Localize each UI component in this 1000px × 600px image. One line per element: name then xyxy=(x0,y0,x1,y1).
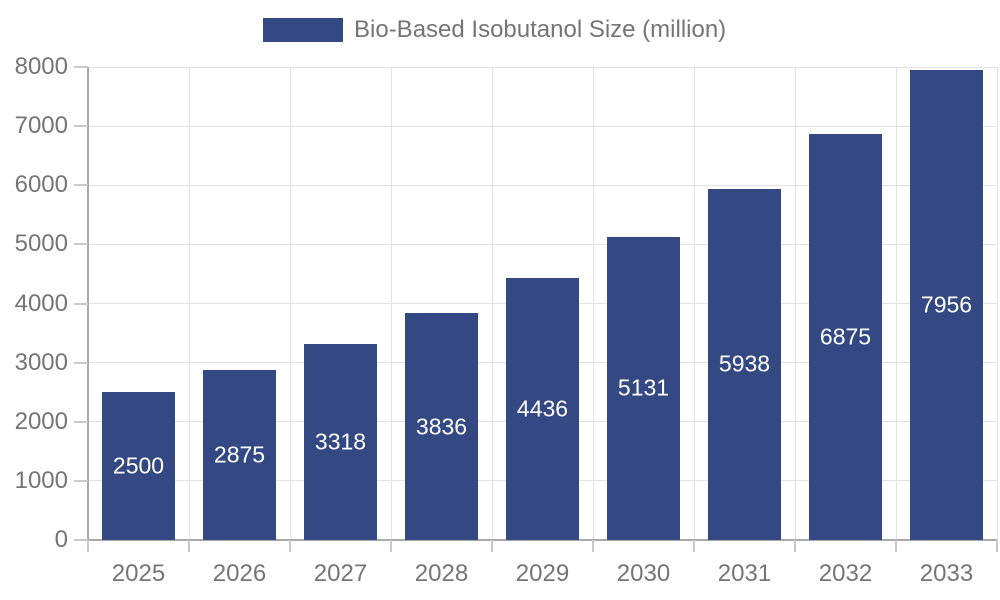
bar-value-label: 3836 xyxy=(415,413,468,440)
x-axis-tick xyxy=(895,540,897,552)
x-tick-label: 2031 xyxy=(717,560,772,587)
y-tick-label: 0 xyxy=(54,526,68,553)
gridline-vertical xyxy=(996,67,998,540)
y-axis-tick xyxy=(74,66,88,68)
x-axis-tick xyxy=(794,540,796,552)
x-tick-label: 2027 xyxy=(313,560,368,587)
bar-value-label: 5938 xyxy=(718,350,771,377)
gridline-vertical xyxy=(592,67,594,540)
legend-swatch xyxy=(263,18,343,42)
chart-bar[interactable]: 4436 xyxy=(506,277,579,540)
y-axis-tick xyxy=(74,184,88,187)
gridline-vertical xyxy=(188,67,190,540)
x-tick-label: 2032 xyxy=(818,560,873,587)
gridline-vertical xyxy=(491,67,493,540)
y-axis-tick xyxy=(74,479,88,482)
y-axis-tick xyxy=(74,539,88,541)
chart-bar[interactable]: 7956 xyxy=(910,69,983,540)
y-axis-line xyxy=(87,67,89,541)
bar-value-label: 2875 xyxy=(213,441,266,468)
y-tick-label: 7000 xyxy=(14,112,68,140)
x-axis-tick xyxy=(289,540,291,552)
y-tick-label: 1000 xyxy=(14,466,68,494)
chart-bar[interactable]: 5131 xyxy=(607,236,680,540)
legend-label: Bio-Based Isobutanol Size (million) xyxy=(354,16,727,43)
x-axis-line xyxy=(87,539,997,541)
bar-value-label: 7956 xyxy=(920,291,973,318)
gridline-horizontal xyxy=(88,66,997,68)
x-axis-tick xyxy=(188,540,190,552)
gridline-vertical xyxy=(794,67,796,540)
chart-bar[interactable]: 3318 xyxy=(304,343,377,540)
gridline-vertical xyxy=(289,67,291,540)
y-axis-tick xyxy=(74,125,88,128)
bar-value-label: 4436 xyxy=(516,395,569,422)
y-axis-tick xyxy=(74,302,88,305)
y-tick-label: 6000 xyxy=(14,171,68,199)
y-tick-label: 3000 xyxy=(14,348,68,376)
x-axis-tick xyxy=(996,540,998,552)
y-tick-label: 4000 xyxy=(14,289,68,317)
gridline-vertical xyxy=(693,67,695,540)
y-tick-label: 2000 xyxy=(14,407,68,435)
y-axis-tick xyxy=(74,243,88,246)
y-axis-tick xyxy=(74,361,88,364)
chart-legend[interactable]: Bio-Based Isobutanol Size (million) xyxy=(263,18,726,42)
plot-area: 2500 2875 3318 3836 4436 5131 5938 6875 7956 xyxy=(87,66,998,541)
x-tick-label: 2025 xyxy=(111,560,166,587)
x-axis-tick xyxy=(693,540,695,552)
x-axis-tick xyxy=(592,540,594,552)
x-tick-label: 2030 xyxy=(616,560,671,587)
gridline-horizontal xyxy=(88,243,997,245)
x-tick-label: 2029 xyxy=(515,560,570,587)
gridline-horizontal xyxy=(88,125,997,127)
gridline-horizontal xyxy=(88,184,997,186)
y-axis-tick xyxy=(74,420,88,423)
bar-value-label: 2500 xyxy=(112,452,165,479)
chart-bar[interactable]: 2500 xyxy=(102,392,175,540)
y-tick-label: 8000 xyxy=(14,53,68,80)
chart-bar[interactable]: 3836 xyxy=(405,313,478,540)
x-tick-label: 2028 xyxy=(414,560,469,587)
chart-bar[interactable]: 2875 xyxy=(203,370,276,540)
bar-value-label: 6875 xyxy=(819,323,872,350)
x-axis-tick xyxy=(390,540,392,552)
x-axis-tick xyxy=(87,540,89,552)
chart-bar[interactable]: 6875 xyxy=(809,133,882,540)
x-tick-label: 2026 xyxy=(212,560,267,587)
chart-bar[interactable]: 5938 xyxy=(708,188,781,540)
gridline-vertical xyxy=(390,67,392,540)
x-tick-label: 2033 xyxy=(919,560,974,587)
bar-value-label: 5131 xyxy=(617,374,670,401)
bar-value-label: 3318 xyxy=(314,428,367,455)
y-tick-label: 5000 xyxy=(14,230,68,258)
x-axis-tick xyxy=(491,540,493,552)
gridline-vertical xyxy=(895,67,897,540)
